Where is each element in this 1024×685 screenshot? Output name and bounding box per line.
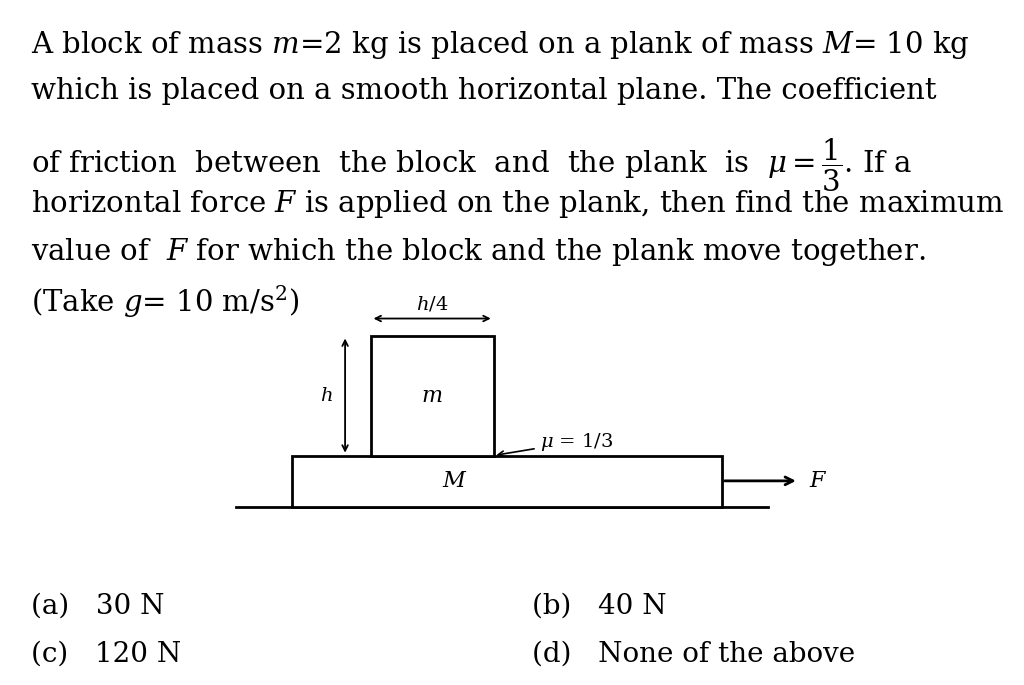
Text: (c)   120 N: (c) 120 N	[31, 640, 181, 667]
Text: $h/4$: $h/4$	[416, 294, 449, 313]
Text: which is placed on a smooth horizontal plane. The coefficient: which is placed on a smooth horizontal p…	[31, 77, 936, 105]
Text: (d)   None of the above: (d) None of the above	[532, 640, 856, 667]
Text: of friction  between  the block  and  the plank  is  $\mu = \dfrac{1}{3}$. If a: of friction between the block and the pl…	[31, 137, 912, 194]
Bar	[371, 336, 494, 456]
Text: $M$: $M$	[442, 470, 468, 493]
Text: $h$: $h$	[321, 386, 333, 405]
Text: (Take $g$= 10 m/s$^2$): (Take $g$= 10 m/s$^2$)	[31, 284, 299, 320]
Text: $\mu$ = 1/3: $\mu$ = 1/3	[498, 431, 613, 457]
Text: $F$: $F$	[809, 470, 827, 492]
Text: horizontal force $F$ is applied on the plank, then find the maximum: horizontal force $F$ is applied on the p…	[31, 188, 1004, 220]
Text: $m$: $m$	[421, 384, 443, 407]
Bar	[292, 456, 722, 507]
Text: (a)   30 N: (a) 30 N	[31, 593, 164, 619]
Text: value of  $F$ for which the block and the plank move together.: value of $F$ for which the block and the…	[31, 236, 926, 268]
Text: A block of mass $m$=2 kg is placed on a plank of mass $M$= 10 kg: A block of mass $m$=2 kg is placed on a …	[31, 29, 970, 61]
Text: (b)   40 N: (b) 40 N	[532, 593, 667, 619]
